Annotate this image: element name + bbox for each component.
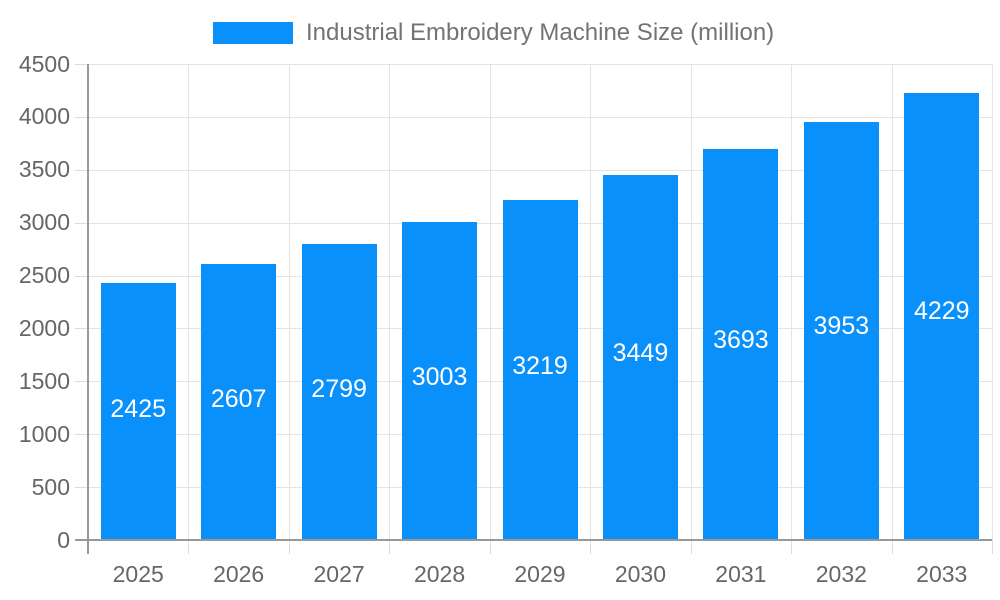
bar[interactable]	[904, 92, 980, 540]
x-gridline	[791, 64, 793, 540]
y-axis-tick	[75, 64, 88, 65]
y-axis-tick	[75, 434, 88, 436]
bar[interactable]	[502, 199, 578, 540]
y-tick-label: 1000	[18, 420, 70, 447]
y-axis-tick	[75, 275, 88, 277]
x-gridline	[590, 64, 592, 540]
x-gridline	[489, 64, 491, 540]
bar[interactable]	[803, 121, 879, 540]
y-axis-tick	[75, 116, 88, 118]
x-gridline	[891, 64, 893, 540]
y-axis-tick	[75, 328, 88, 330]
x-tick-label: 2028	[413, 561, 466, 587]
x-tick-label: 2031	[715, 561, 767, 587]
x-axis-tick	[489, 540, 491, 554]
y-gridline	[88, 116, 992, 118]
bar[interactable]	[100, 283, 176, 540]
y-axis-tick	[75, 169, 88, 171]
x-tick-label: 2027	[313, 561, 365, 587]
x-tick-label: 2032	[815, 561, 867, 587]
y-tick-label: 2000	[18, 314, 70, 341]
x-gridline	[288, 64, 290, 540]
y-tick-label: 1500	[18, 367, 70, 394]
y-tick-label: 3000	[18, 209, 70, 236]
bar[interactable]	[301, 243, 377, 540]
y-axis-tick	[75, 487, 88, 489]
x-axis-line	[75, 539, 992, 541]
y-gridline	[88, 64, 992, 65]
x-axis-tick	[188, 540, 190, 554]
x-tick-label: 2026	[213, 561, 265, 587]
bar[interactable]	[201, 264, 277, 540]
y-tick-label: 3500	[18, 156, 70, 183]
x-tick-label: 2030	[614, 561, 667, 587]
y-axis-tick	[75, 381, 88, 383]
y-axis-line	[87, 64, 89, 554]
x-axis-tick	[288, 540, 290, 554]
x-gridline	[188, 64, 190, 540]
y-tick-label: 500	[31, 473, 70, 500]
x-axis-tick	[891, 540, 893, 554]
bar[interactable]	[703, 149, 779, 540]
x-gridline	[389, 64, 391, 540]
x-tick-label: 2025	[112, 561, 164, 587]
y-tick-label: 0	[57, 526, 70, 553]
x-axis-tick	[992, 540, 993, 554]
y-gridline	[88, 169, 992, 171]
y-tick-label: 4500	[18, 50, 70, 77]
bar[interactable]	[602, 175, 678, 540]
x-axis-tick	[389, 540, 391, 554]
x-tick-label: 2029	[514, 561, 566, 587]
legend-label: Industrial Embroidery Machine Size (mill…	[306, 19, 775, 46]
x-axis-tick	[690, 540, 692, 554]
x-tick-label: 2033	[916, 561, 968, 587]
bar[interactable]	[402, 222, 478, 540]
x-axis-tick	[791, 540, 793, 554]
y-tick-label: 2500	[18, 262, 70, 289]
legend-swatch	[213, 21, 293, 44]
legend-item[interactable]: Industrial Embroidery Machine Size (mill…	[213, 19, 775, 46]
x-axis-tick	[590, 540, 592, 554]
y-tick-label: 4000	[18, 103, 70, 130]
y-axis-tick	[75, 222, 88, 224]
x-gridline	[992, 64, 993, 540]
x-gridline	[690, 64, 692, 540]
